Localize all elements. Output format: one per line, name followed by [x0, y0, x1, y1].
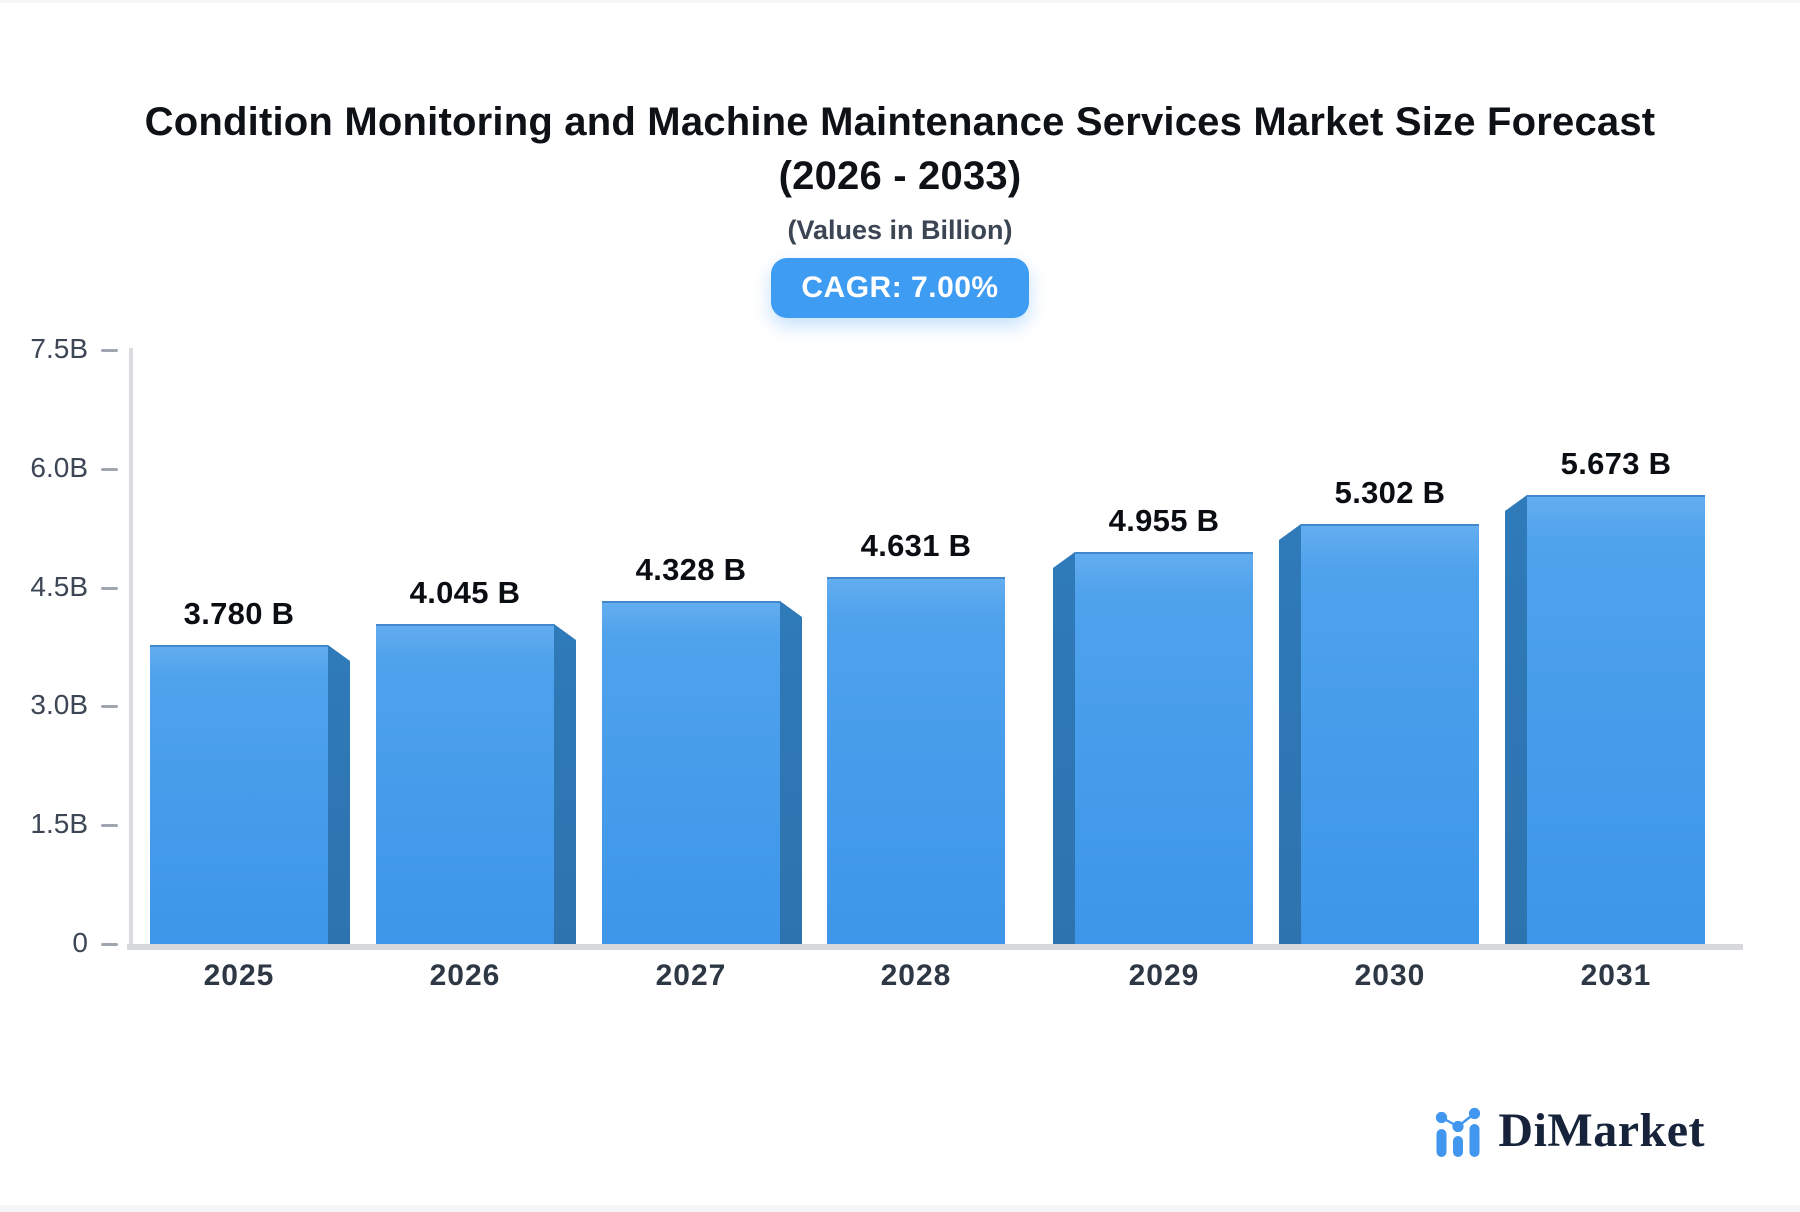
x-axis-tick-label: 2030	[1354, 959, 1426, 992]
bar-3d-side	[1505, 495, 1527, 944]
bar-value-label: 4.328 B	[635, 552, 747, 587]
bar-2029	[1075, 552, 1253, 944]
y-axis-tick-dash	[101, 705, 118, 709]
bar-2031	[1527, 495, 1705, 944]
bar-value-label: 5.302 B	[1334, 475, 1446, 510]
cagr-badge: CAGR: 7.00%	[771, 258, 1029, 318]
chart-header: Condition Monitoring and Machine Mainten…	[0, 95, 1800, 318]
y-axis-tick-dash	[101, 943, 118, 946]
dimarket-logo: DiMarket	[1432, 1103, 1705, 1158]
chart-title-line2: (2026 - 2033)	[778, 154, 1022, 198]
bar-3d-side	[328, 645, 350, 944]
bar-chart: 0 1.5B 3.0B 4.5B 6.0B 7.5B 3.780 B 2025 4.045 B 2…	[0, 3, 1800, 1205]
bar-2030	[1301, 524, 1479, 944]
dimarket-logo-text: DiMarket	[1498, 1104, 1705, 1157]
x-axis-tick-label: 2028	[880, 959, 952, 992]
bar-value-label: 4.955 B	[1108, 503, 1220, 538]
y-axis-tick-dash	[101, 467, 118, 471]
y-axis-tick-label: 7.5B	[30, 333, 88, 364]
bar-2026	[376, 624, 554, 944]
y-axis-tick-dash	[101, 824, 118, 828]
bar-3d-side	[780, 601, 802, 944]
x-axis-baseline	[127, 944, 1743, 950]
bar-2028	[827, 577, 1005, 944]
bar-3d-side	[1053, 552, 1075, 944]
x-axis-tick-label: 2025	[203, 959, 275, 992]
bar-2027	[602, 601, 780, 944]
bar-value-label: 4.045 B	[409, 575, 521, 610]
chart-subtitle: (Values in Billion)	[787, 215, 1013, 245]
dimarket-logo-icon	[1436, 1107, 1481, 1157]
y-axis-tick-label: 3.0B	[30, 689, 88, 721]
bar-3d-side	[1279, 524, 1301, 944]
y-axis-tick-label: 4.5B	[30, 570, 88, 602]
x-axis-tick-label: 2029	[1128, 959, 1200, 992]
x-axis-tick-label: 2031	[1580, 959, 1652, 992]
cagr-badge-wrap: CAGR: 7.00%	[0, 258, 1800, 318]
y-axis-tick-label: 6.0B	[30, 451, 88, 483]
y-axis-tick-dash	[101, 349, 118, 352]
bar-3d-side	[554, 624, 576, 944]
bar-value-label: 4.631 B	[860, 528, 972, 563]
x-axis-tick-label: 2026	[429, 959, 501, 992]
y-axis-line	[129, 348, 133, 950]
chart-title-line1: Condition Monitoring and Machine Mainten…	[144, 100, 1656, 144]
x-axis-tick-label: 2027	[655, 959, 727, 992]
bar-value-label: 3.780 B	[183, 596, 295, 631]
y-axis-tick-label: 0	[72, 927, 88, 958]
y-axis-tick-label: 1.5B	[30, 808, 88, 840]
y-axis-tick-dash	[101, 586, 118, 590]
bar-value-label: 5.673 B	[1560, 446, 1672, 481]
bar-2025	[150, 645, 328, 944]
